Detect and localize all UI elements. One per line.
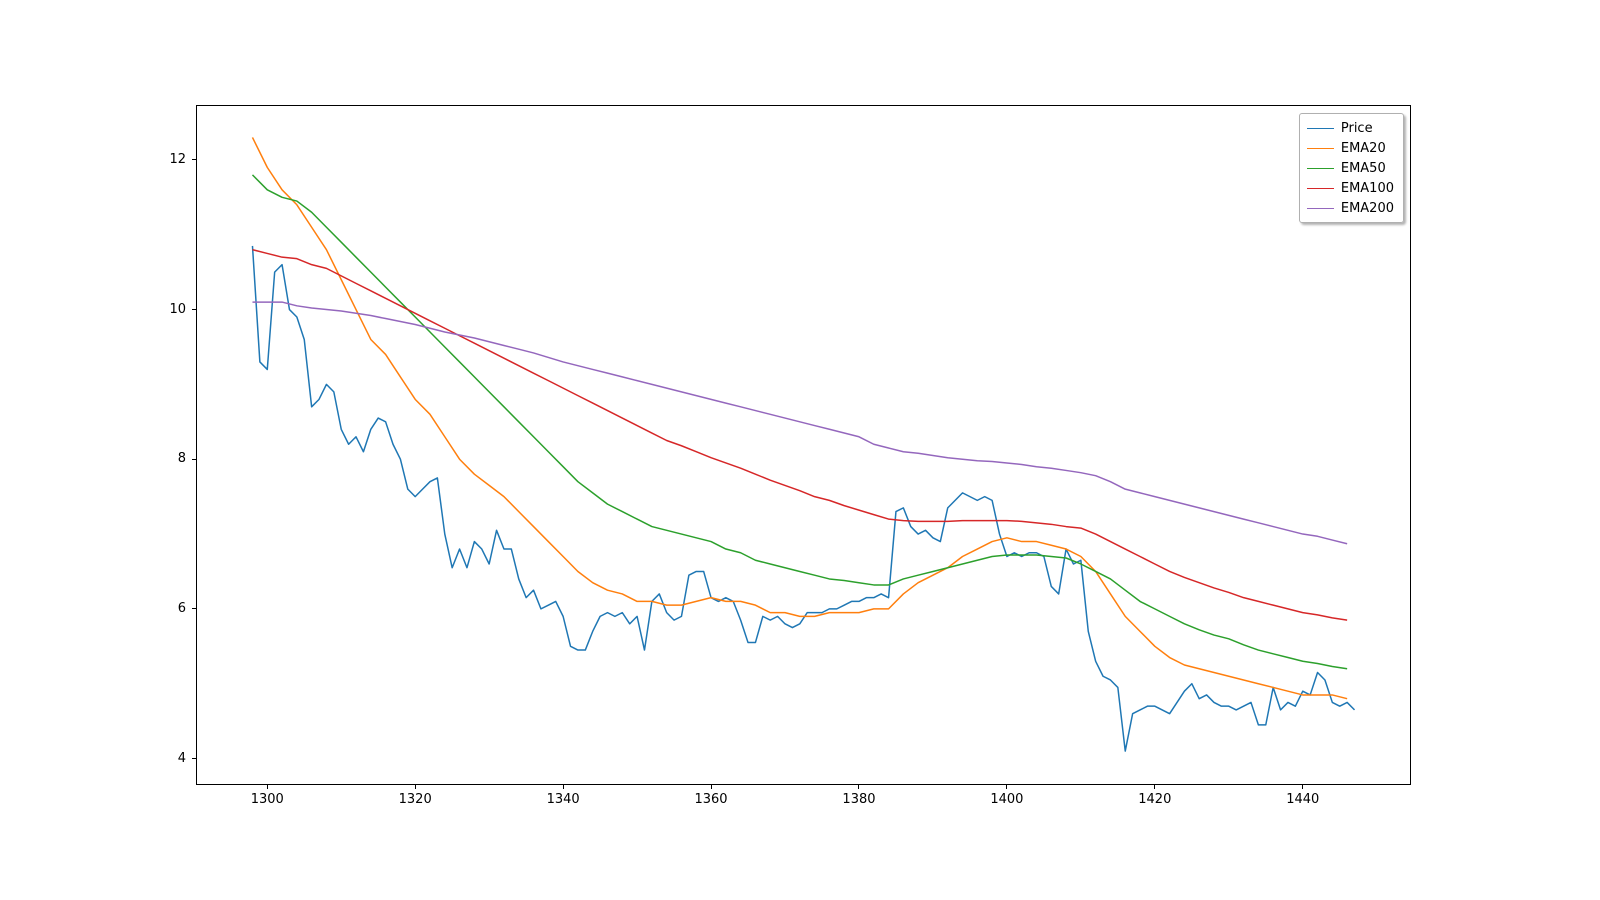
- y-tick-mark: [192, 309, 196, 311]
- series-line-price: [251, 245, 1356, 752]
- legend-line-swatch: [1306, 147, 1334, 149]
- x-tick-mark: [562, 785, 564, 789]
- x-tick-mark: [858, 785, 860, 789]
- x-tick-label: 1360: [694, 792, 728, 807]
- legend-line-swatch: [1306, 187, 1334, 189]
- legend-label: EMA200: [1340, 200, 1394, 216]
- x-tick-mark: [1006, 785, 1008, 789]
- legend-item-ema200: EMA200: [1306, 198, 1394, 218]
- x-tick-label: 1340: [546, 792, 580, 807]
- legend-line-swatch: [1306, 207, 1334, 209]
- x-tick-mark: [266, 785, 268, 789]
- plot-canvas: [251, 137, 1356, 752]
- x-tick-label: 1300: [250, 792, 284, 807]
- chart-legend: Price EMA20 EMA50 EMA100 EMA200: [1298, 113, 1404, 223]
- legend-item-ema100: EMA100: [1306, 178, 1394, 198]
- y-tick-label: 6: [177, 600, 186, 616]
- y-tick-label: 4: [177, 750, 186, 766]
- x-tick-mark: [414, 785, 416, 789]
- series-line-ema20: [251, 137, 1348, 700]
- legend-label: EMA20: [1340, 140, 1386, 156]
- x-tick-mark: [1302, 785, 1304, 789]
- y-tick-label: 12: [169, 151, 186, 167]
- x-tick-label: 1320: [398, 792, 432, 807]
- x-tick-mark: [710, 785, 712, 789]
- legend-item-price: Price: [1306, 118, 1394, 138]
- x-tick-label: 1420: [1138, 792, 1172, 807]
- y-tick-label: 8: [177, 451, 186, 467]
- series-line-ema200: [252, 301, 1348, 545]
- y-tick-mark: [192, 758, 196, 760]
- y-tick-mark: [192, 608, 196, 610]
- legend-item-ema50: EMA50: [1306, 158, 1394, 178]
- series-line-ema50: [251, 174, 1348, 670]
- legend-line-swatch: [1306, 127, 1334, 129]
- x-tick-mark: [1154, 785, 1156, 789]
- y-tick-mark: [192, 159, 196, 161]
- legend-label: EMA100: [1340, 180, 1394, 196]
- legend-item-ema20: EMA20: [1306, 138, 1394, 158]
- legend-label: Price: [1340, 120, 1373, 136]
- y-tick-label: 10: [169, 301, 186, 317]
- x-tick-label: 1380: [842, 792, 876, 807]
- series-line-ema100: [252, 248, 1348, 621]
- plot-area: Price EMA20 EMA50 EMA100 EMA200: [196, 105, 1411, 785]
- x-tick-label: 1440: [1286, 792, 1320, 807]
- legend-line-swatch: [1306, 167, 1334, 169]
- y-tick-mark: [192, 458, 196, 460]
- legend-label: EMA50: [1340, 160, 1386, 176]
- x-tick-label: 1400: [990, 792, 1024, 807]
